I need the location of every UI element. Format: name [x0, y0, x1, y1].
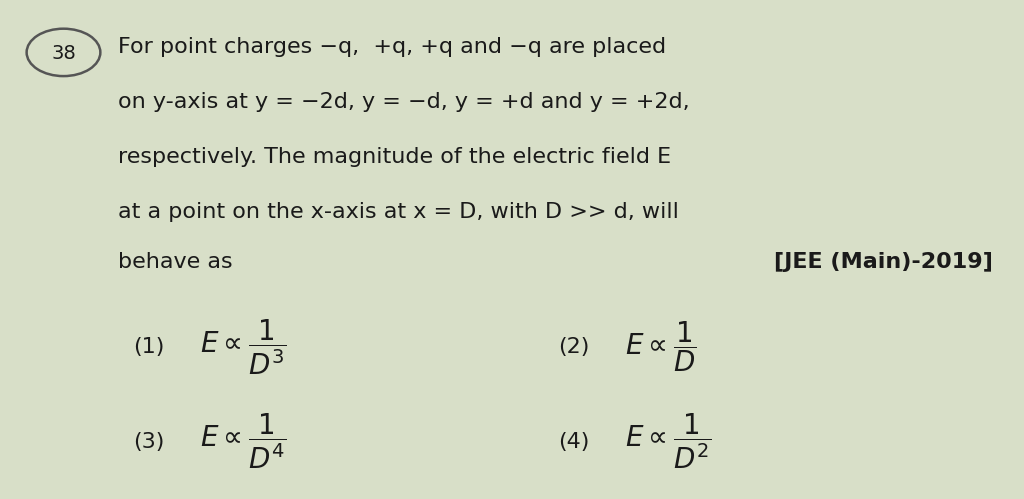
Text: (2): (2) [558, 337, 590, 357]
Text: behave as: behave as [118, 252, 232, 272]
Text: at a point on the x-axis at x = D, with D >> d, will: at a point on the x-axis at x = D, with … [118, 202, 679, 222]
Text: $E \propto \dfrac{1}{D^2}$: $E \propto \dfrac{1}{D^2}$ [625, 412, 712, 472]
Text: $E \propto \dfrac{1}{D^3}$: $E \propto \dfrac{1}{D^3}$ [200, 317, 287, 377]
Text: 38: 38 [51, 44, 76, 63]
Text: (1): (1) [133, 337, 165, 357]
Text: (3): (3) [133, 432, 165, 452]
Text: $E \propto \dfrac{1}{D}$: $E \propto \dfrac{1}{D}$ [625, 319, 696, 374]
Text: on y-axis at y = −2d, y = −d, y = +d and y = +2d,: on y-axis at y = −2d, y = −d, y = +d and… [118, 92, 689, 112]
Text: For point charges −q,  +q, +q and −q are placed: For point charges −q, +q, +q and −q are … [118, 37, 666, 57]
Text: (4): (4) [558, 432, 590, 452]
Text: $E \propto \dfrac{1}{D^4}$: $E \propto \dfrac{1}{D^4}$ [200, 412, 287, 472]
Text: respectively. The magnitude of the electric field E: respectively. The magnitude of the elect… [118, 147, 671, 167]
Text: [JEE (Main)-2019]: [JEE (Main)-2019] [774, 252, 993, 272]
